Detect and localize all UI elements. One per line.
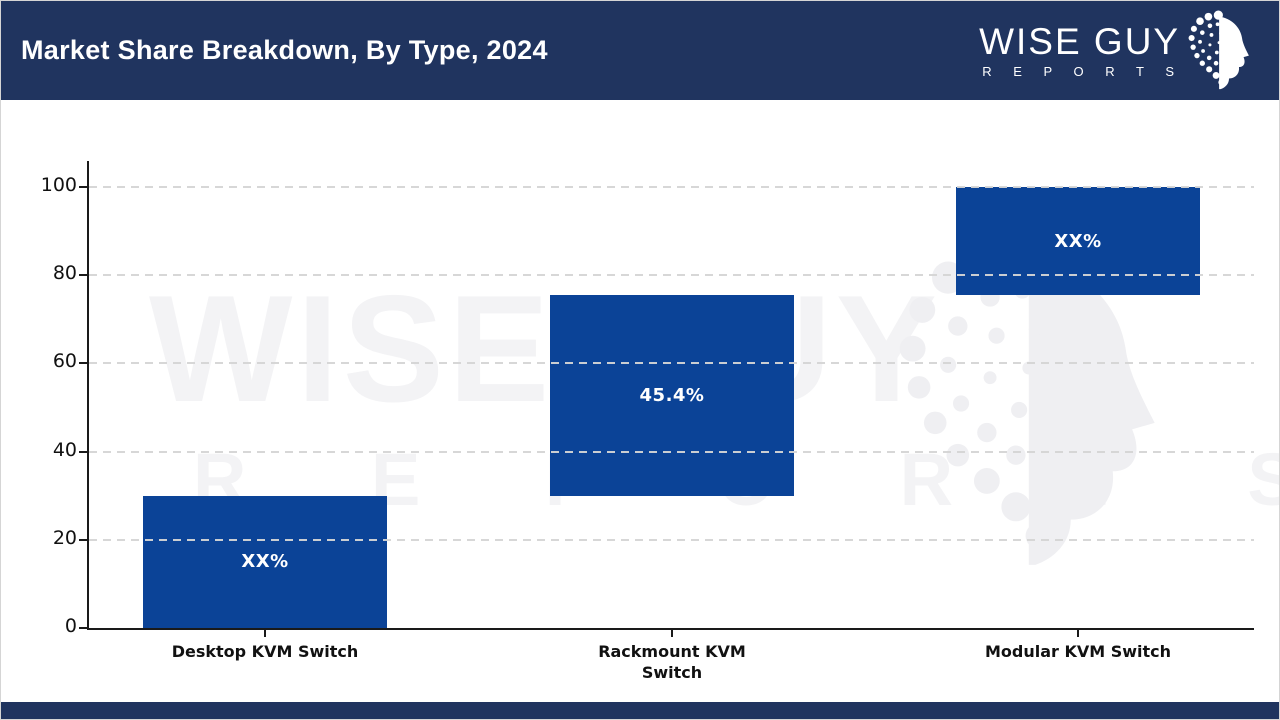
brand-logo: WISE GUY R E P O R T S <box>976 9 1255 93</box>
brand-logo-text: WISE GUY R E P O R T S <box>976 23 1183 79</box>
x-axis-line <box>87 628 1254 630</box>
gridline <box>89 186 1254 188</box>
y-tick-mark <box>79 627 87 629</box>
logo-face-icon <box>1188 10 1249 89</box>
x-tick-label: Rackmount KVM Switch <box>598 642 746 683</box>
bar-rackmount-kvm-switch: 45.4% <box>550 295 794 496</box>
y-tick-label: 80 <box>52 262 77 285</box>
gridline <box>89 538 1254 541</box>
gridline <box>89 450 1254 453</box>
x-tick-mark <box>671 630 673 637</box>
header-bar: Market Share Breakdown, By Type, 2024 WI… <box>1 1 1279 100</box>
y-axis-line <box>87 161 89 630</box>
y-tick-mark <box>79 450 87 453</box>
y-tick-label: 0 <box>64 615 77 637</box>
x-tick-label: Desktop KVM Switch <box>171 642 359 661</box>
x-tick-label: Modular KVM Switch <box>984 642 1172 661</box>
y-tick-label: 60 <box>52 350 77 373</box>
gridline <box>89 362 1254 365</box>
footer-bar <box>1 702 1279 719</box>
x-tick-mark <box>1077 630 1079 637</box>
y-tick-mark <box>79 274 87 277</box>
y-tick-mark <box>79 538 87 541</box>
y-tick-label: 40 <box>52 438 77 461</box>
watermark-wordmark: WISE GUY <box>149 264 942 434</box>
x-tick-mark <box>264 630 266 637</box>
y-tick-label: 100 <box>40 174 77 196</box>
bar-modular-kvm-switch: XX% <box>956 187 1200 296</box>
chart-title: Market Share Breakdown, By Type, 2024 <box>21 35 548 65</box>
logo-wordmark: WISE GUY <box>979 20 1181 62</box>
bar-value-label: 45.4% <box>639 385 705 407</box>
bar-value-label: XX% <box>1054 230 1102 252</box>
logo-subtext: R E P O R T S <box>982 63 1183 79</box>
y-tick-mark <box>79 186 87 188</box>
bar-value-label: XX% <box>241 551 289 573</box>
bar-desktop-kvm-switch: XX% <box>143 495 387 628</box>
gridline <box>89 274 1254 277</box>
y-tick-mark <box>79 362 87 365</box>
y-tick-label: 20 <box>52 526 77 549</box>
